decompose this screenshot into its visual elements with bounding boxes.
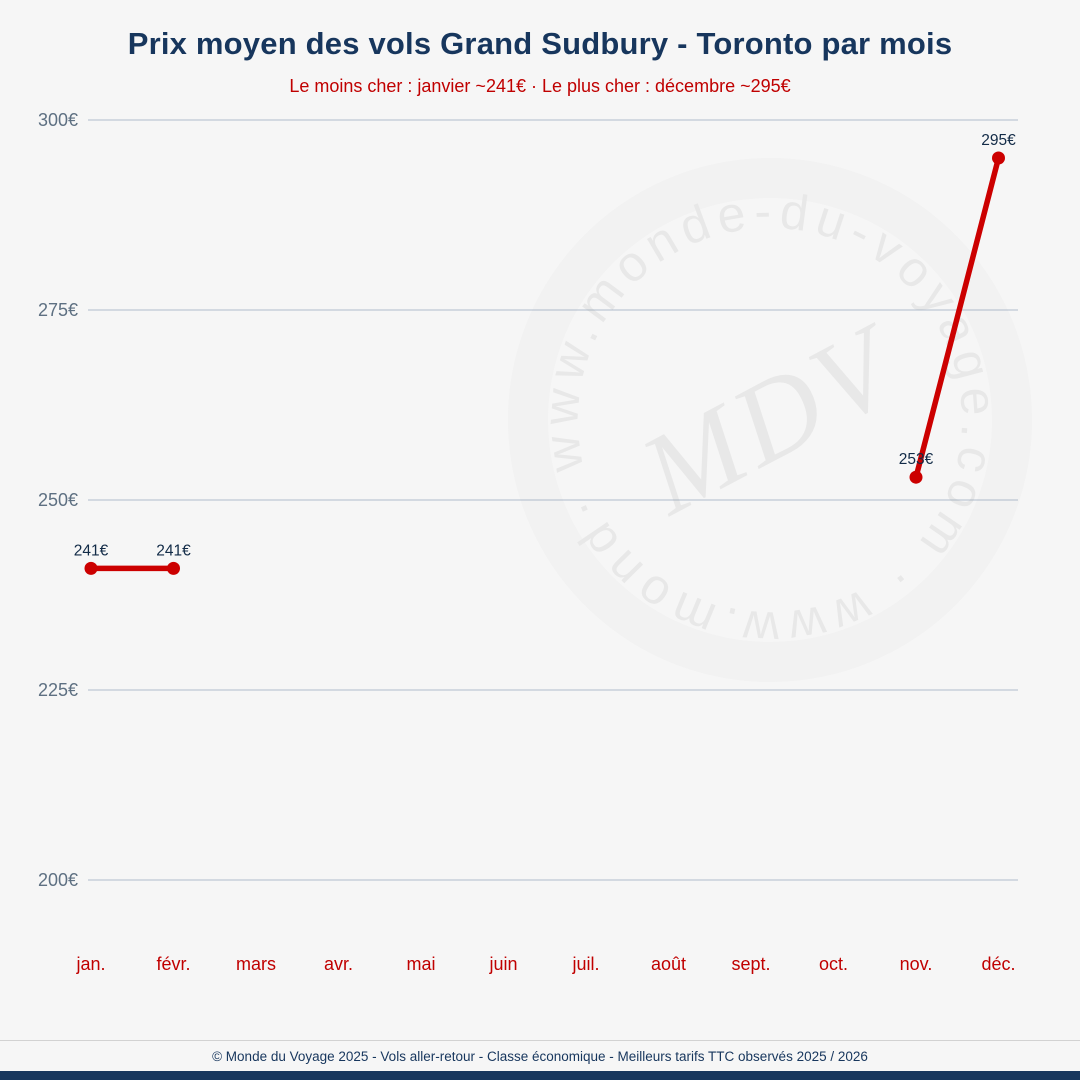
price-line-chart: 200€ 225€ 250€ 275€ 300€· www.monde-du-voyag… <box>0 0 1080 1003</box>
footer-bottom-bar <box>0 1071 1080 1080</box>
x-tick-label: déc. <box>981 954 1015 974</box>
data-point[interactable] <box>84 561 98 575</box>
x-tick-label: août <box>651 954 686 974</box>
data-point-label: 253€ <box>899 451 934 468</box>
data-point-label: 241€ <box>74 542 109 559</box>
y-tick-label: 250€ <box>38 490 78 510</box>
x-tick-label: nov. <box>900 954 933 974</box>
watermark-stamp: · www.monde-du-voyage.com · www.monde-du… <box>0 0 1080 1003</box>
y-tick-label: 200€ <box>38 870 78 890</box>
footer-text: © Monde du Voyage 2025 - Vols aller-reto… <box>212 1049 868 1064</box>
x-tick-label: févr. <box>156 954 190 974</box>
y-tick-label: 225€ <box>38 680 78 700</box>
data-point-label: 241€ <box>156 542 191 559</box>
x-tick-label: sept. <box>731 954 770 974</box>
watermark-monogram: MDV <box>620 298 922 539</box>
data-point-label: 295€ <box>981 132 1016 149</box>
x-tick-label: jan. <box>75 954 105 974</box>
y-tick-label: 300€ <box>38 110 78 130</box>
x-tick-label: mars <box>236 954 276 974</box>
x-tick-label: juin <box>488 954 517 974</box>
data-point[interactable] <box>992 151 1005 165</box>
x-tick-label: avr. <box>324 954 353 974</box>
data-point[interactable] <box>909 470 923 484</box>
x-tick-label: juil. <box>571 954 599 974</box>
watermark-ring <box>508 158 1032 682</box>
x-tick-label: oct. <box>819 954 848 974</box>
x-tick-label: mai <box>406 954 435 974</box>
y-tick-label: 275€ <box>38 300 78 320</box>
chart-title: Prix moyen des vols Grand Sudbury - Toro… <box>127 26 953 61</box>
data-point[interactable] <box>167 561 180 575</box>
data-line-segment <box>913 155 1002 480</box>
chart-subtitle: Le moins cher : janvier ~241€ · Le plus … <box>289 76 791 96</box>
footer-divider <box>0 1040 1080 1041</box>
